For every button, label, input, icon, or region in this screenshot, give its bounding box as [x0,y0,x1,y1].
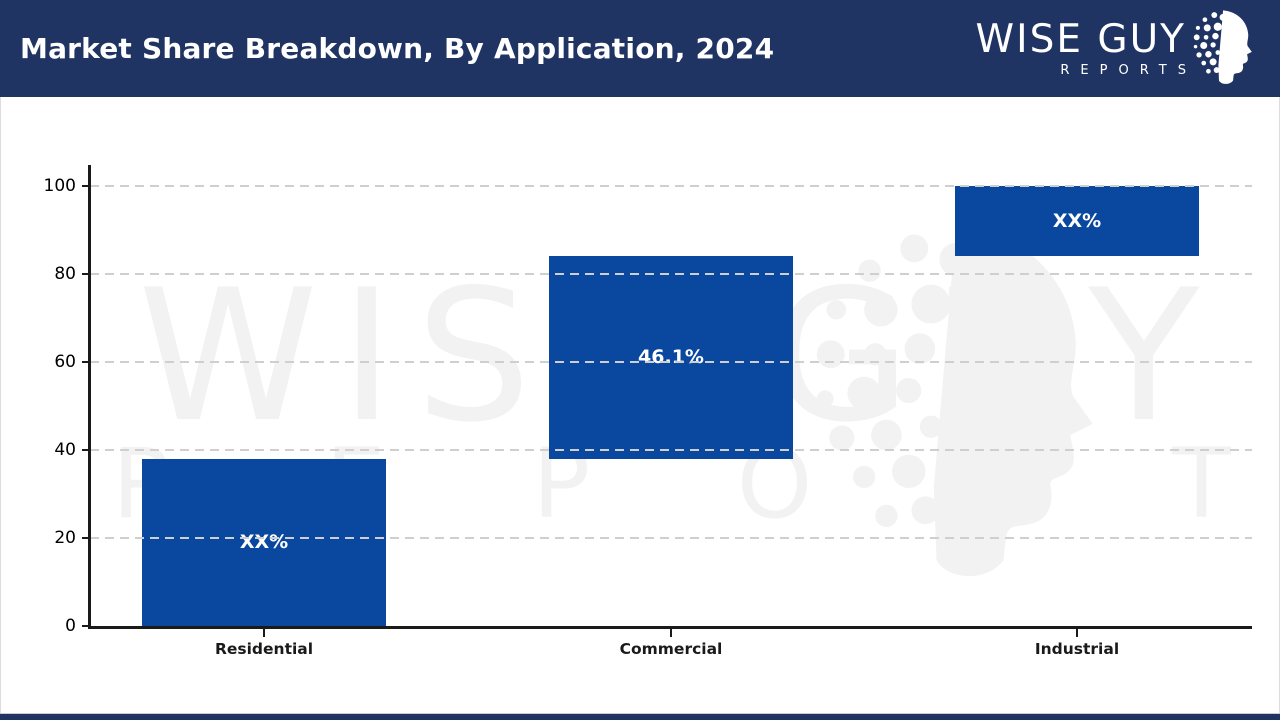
y-tick-mark [82,537,89,539]
y-tick-label: 20 [54,528,76,548]
wiseguy-logo-text: WISE GUY REPORTS [975,17,1186,78]
y-tick-mark [82,361,89,363]
y-tick-label: 80 [54,264,76,284]
bottom-divider [0,713,1280,714]
grid-line [90,449,1252,451]
bar-industrial: XX% [955,186,1199,256]
bar-value-label: XX% [1052,209,1102,232]
wiseguy-logo: WISE GUY REPORTS [976,6,1262,92]
grid-line [90,273,1252,275]
y-axis-line [88,165,91,629]
logo-reports-text: REPORTS [1060,62,1197,78]
footer-band [0,714,1280,720]
y-tick-label: 40 [54,440,76,460]
grid-line [90,537,1252,539]
y-tick-label: 60 [54,352,76,372]
bar-value-label: XX% [239,531,289,554]
x-category-label-residential: Residential [214,640,314,658]
x-tick-mark [1076,629,1078,637]
chart-title: Market Share Breakdown, By Application, … [20,32,775,65]
bar-commercial: 46.1% [549,255,793,459]
x-category-label-industrial: Industrial [1034,640,1120,658]
x-category-label-commercial: Commercial [619,640,723,658]
x-tick-mark [670,629,672,637]
y-tick-mark [82,185,89,187]
grid-line [90,185,1252,187]
y-tick-label: 0 [65,616,76,636]
bar-value-label: 46.1% [638,346,704,369]
y-tick-label: 100 [43,176,76,196]
y-tick-mark [82,273,89,275]
x-axis-line [88,626,1252,629]
logo-wise-guy-text: WISE GUY [975,17,1186,63]
bar-residential: XX% [142,458,386,626]
header-band: Market Share Breakdown, By Application, … [0,0,1280,97]
y-tick-mark [82,625,89,627]
y-tick-mark [82,449,89,451]
x-tick-mark [263,629,265,637]
grid-line [90,361,1252,363]
